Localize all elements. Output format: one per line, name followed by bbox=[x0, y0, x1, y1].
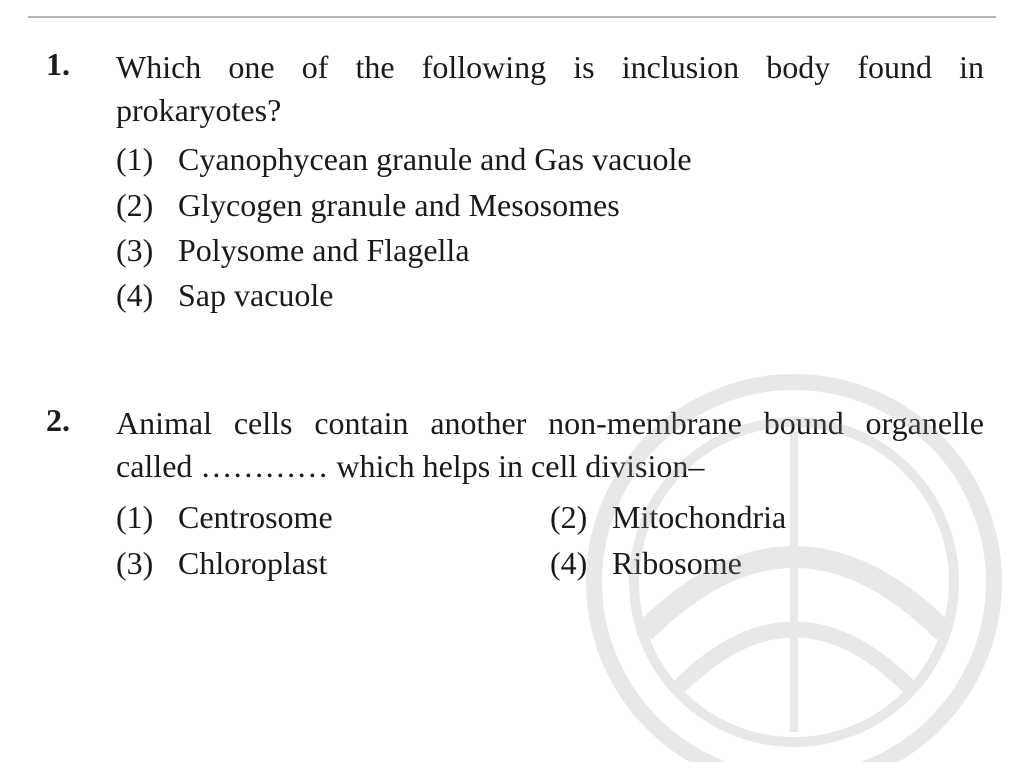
option-text: Polysome and Flagella bbox=[178, 229, 984, 272]
option-label: (3) bbox=[116, 229, 178, 272]
option-text: Cyanophycean granule and Gas vacuole bbox=[178, 138, 984, 181]
option-label: (1) bbox=[116, 138, 178, 181]
option-row: (1) Cyanophycean granule and Gas vacuole bbox=[116, 138, 984, 181]
page: 1. Which one of the following is inclusi… bbox=[0, 0, 1024, 762]
option-row: (2) Mitochondria bbox=[550, 496, 984, 539]
question-1: 1. Which one of the following is inclusi… bbox=[40, 46, 984, 317]
question-options: (1) Cyanophycean granule and Gas vacuole… bbox=[116, 138, 984, 317]
option-text: Chloroplast bbox=[178, 542, 550, 585]
option-label: (3) bbox=[116, 542, 178, 585]
question-stem: Which one of the following is inclusion … bbox=[116, 46, 984, 132]
option-row: (3) Chloroplast bbox=[116, 542, 550, 585]
option-row: (3) Polysome and Flagella bbox=[116, 229, 984, 272]
question-body: Which one of the following is inclusion … bbox=[116, 46, 984, 317]
question-stem: Animal cells contain another non-membran… bbox=[116, 402, 984, 488]
option-label: (2) bbox=[116, 184, 178, 227]
option-label: (4) bbox=[116, 274, 178, 317]
option-text: Mitochondria bbox=[612, 496, 984, 539]
question-body: Animal cells contain another non-membran… bbox=[116, 402, 984, 585]
question-number: 1. bbox=[40, 46, 116, 83]
option-row: (1) Centrosome bbox=[116, 496, 550, 539]
option-text: Ribosome bbox=[612, 542, 984, 585]
option-label: (2) bbox=[550, 496, 612, 539]
top-horizontal-rule bbox=[28, 16, 996, 18]
option-label: (4) bbox=[550, 542, 612, 585]
option-text: Glycogen granule and Mesosomes bbox=[178, 184, 984, 227]
option-row: (4) Sap vacuole bbox=[116, 274, 984, 317]
option-row: (4) Ribosome bbox=[550, 542, 984, 585]
option-label: (1) bbox=[116, 496, 178, 539]
question-options: (1) Centrosome (2) Mitochondria (3) Chlo… bbox=[116, 494, 984, 584]
option-text: Sap vacuole bbox=[178, 274, 984, 317]
option-text: Centrosome bbox=[178, 496, 550, 539]
question-number: 2. bbox=[40, 402, 116, 439]
question-2: 2. Animal cells contain another non-memb… bbox=[40, 402, 984, 585]
option-row: (2) Glycogen granule and Mesosomes bbox=[116, 184, 984, 227]
